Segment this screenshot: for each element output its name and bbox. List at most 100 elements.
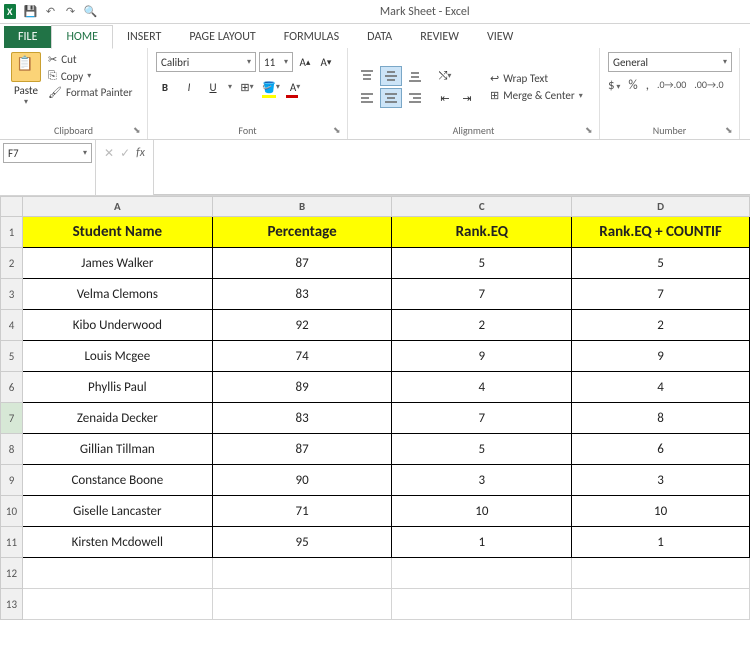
cell-D7[interactable]: 8 — [572, 403, 750, 434]
cell-B5[interactable]: 74 — [212, 341, 392, 372]
cell-B13[interactable] — [212, 589, 392, 620]
cell-A10[interactable]: Giselle Lancaster — [22, 496, 212, 527]
cell-A8[interactable]: Gillian Tillman — [22, 434, 212, 465]
cell-D13[interactable] — [572, 589, 750, 620]
cell-D1[interactable]: Rank.EQ + COUNTIF — [572, 217, 750, 248]
font-color-button[interactable]: A▾ — [286, 78, 304, 96]
align-middle-button[interactable] — [380, 66, 402, 86]
tab-review[interactable]: REVIEW — [406, 26, 473, 48]
cell-B11[interactable]: 95 — [212, 527, 392, 558]
font-size-select[interactable]: 11▾ — [259, 52, 293, 72]
cell-C4[interactable]: 2 — [392, 310, 572, 341]
fill-color-button[interactable]: 🪣▾ — [262, 78, 280, 96]
row-header-11[interactable]: 11 — [1, 527, 23, 558]
tab-page-layout[interactable]: PAGE LAYOUT — [175, 26, 269, 48]
tab-home[interactable]: HOME — [51, 25, 113, 49]
cell-A13[interactable] — [22, 589, 212, 620]
column-header-D[interactable]: D — [572, 197, 750, 217]
number-dialog-launcher[interactable]: ⬊ — [725, 125, 737, 137]
tab-data[interactable]: DATA — [353, 26, 406, 48]
cell-C8[interactable]: 5 — [392, 434, 572, 465]
name-box[interactable]: F7 ▾ — [3, 143, 92, 163]
row-header-5[interactable]: 5 — [1, 341, 23, 372]
align-bottom-button[interactable] — [404, 66, 426, 86]
align-right-button[interactable] — [404, 88, 426, 108]
column-header-C[interactable]: C — [392, 197, 572, 217]
select-all-corner[interactable] — [1, 197, 23, 217]
increase-decimal-button[interactable]: .0→.00 — [657, 78, 686, 93]
cell-C7[interactable]: 7 — [392, 403, 572, 434]
cell-B9[interactable]: 90 — [212, 465, 392, 496]
tab-formulas[interactable]: FORMULAS — [270, 26, 353, 48]
font-dialog-launcher[interactable]: ⬊ — [333, 125, 345, 137]
column-header-A[interactable]: A — [22, 197, 212, 217]
cell-B4[interactable]: 92 — [212, 310, 392, 341]
redo-icon[interactable]: ↷ — [62, 3, 80, 21]
cell-D10[interactable]: 10 — [572, 496, 750, 527]
align-left-button[interactable] — [356, 88, 378, 108]
cell-C13[interactable] — [392, 589, 572, 620]
cell-A4[interactable]: Kibo Underwood — [22, 310, 212, 341]
cell-B6[interactable]: 89 — [212, 372, 392, 403]
row-header-3[interactable]: 3 — [1, 279, 23, 310]
cell-B7[interactable]: 83 — [212, 403, 392, 434]
cancel-formula-icon[interactable]: ✕ — [104, 146, 114, 161]
bold-button[interactable]: B — [156, 78, 174, 96]
decrease-decimal-button[interactable]: .00→.0 — [694, 78, 723, 93]
cell-B8[interactable]: 87 — [212, 434, 392, 465]
row-header-9[interactable]: 9 — [1, 465, 23, 496]
percent-button[interactable]: % — [628, 78, 637, 93]
cell-A1[interactable]: Student Name — [22, 217, 212, 248]
wrap-text-button[interactable]: ↩Wrap Text — [488, 71, 585, 86]
print-preview-icon[interactable]: 🔍 — [82, 3, 100, 21]
align-top-button[interactable] — [356, 66, 378, 86]
tab-insert[interactable]: INSERT — [113, 26, 175, 48]
orientation-button[interactable]: ⤭▾ — [436, 67, 454, 85]
number-format-select[interactable]: General▾ — [608, 52, 732, 72]
cell-D12[interactable] — [572, 558, 750, 589]
column-header-B[interactable]: B — [212, 197, 392, 217]
cell-C3[interactable]: 7 — [392, 279, 572, 310]
cell-C10[interactable]: 10 — [392, 496, 572, 527]
italic-button[interactable]: I — [180, 78, 198, 96]
decrease-indent-button[interactable]: ⇤ — [436, 89, 454, 107]
cell-B3[interactable]: 83 — [212, 279, 392, 310]
copy-button[interactable]: ⎘Copy ▾ — [48, 68, 132, 84]
alignment-dialog-launcher[interactable]: ⬊ — [585, 125, 597, 137]
font-name-select[interactable]: Calibri▾ — [156, 52, 256, 72]
cell-C2[interactable]: 5 — [392, 248, 572, 279]
row-header-7[interactable]: 7 — [1, 403, 23, 434]
undo-icon[interactable]: ↶ — [42, 3, 60, 21]
cell-A2[interactable]: James Walker — [22, 248, 212, 279]
underline-button[interactable]: U — [204, 78, 222, 96]
merge-center-button[interactable]: ⊞Merge & Center ▾ — [488, 88, 585, 103]
decrease-font-icon[interactable]: A▾ — [317, 53, 335, 71]
formula-input[interactable] — [154, 166, 750, 195]
fx-icon[interactable]: fx — [136, 146, 145, 160]
row-header-6[interactable]: 6 — [1, 372, 23, 403]
borders-button[interactable]: ⊞▾ — [238, 78, 256, 96]
cell-C11[interactable]: 1 — [392, 527, 572, 558]
cell-A11[interactable]: Kirsten Mcdowell — [22, 527, 212, 558]
cell-C9[interactable]: 3 — [392, 465, 572, 496]
cell-D6[interactable]: 4 — [572, 372, 750, 403]
save-icon[interactable]: 💾 — [22, 3, 40, 21]
row-header-8[interactable]: 8 — [1, 434, 23, 465]
cell-B12[interactable] — [212, 558, 392, 589]
cell-B10[interactable]: 71 — [212, 496, 392, 527]
comma-button[interactable]: , — [646, 78, 649, 93]
paste-button[interactable]: Paste ▾ — [8, 52, 44, 107]
cell-C12[interactable] — [392, 558, 572, 589]
cell-D8[interactable]: 6 — [572, 434, 750, 465]
currency-button[interactable]: $ ▾ — [608, 78, 620, 93]
cell-D5[interactable]: 9 — [572, 341, 750, 372]
row-header-10[interactable]: 10 — [1, 496, 23, 527]
cell-D9[interactable]: 3 — [572, 465, 750, 496]
clipboard-dialog-launcher[interactable]: ⬊ — [133, 125, 145, 137]
cell-D4[interactable]: 2 — [572, 310, 750, 341]
cell-D3[interactable]: 7 — [572, 279, 750, 310]
cell-A3[interactable]: Velma Clemons — [22, 279, 212, 310]
cell-C5[interactable]: 9 — [392, 341, 572, 372]
cell-C1[interactable]: Rank.EQ — [392, 217, 572, 248]
format-painter-button[interactable]: 🖌Format Painter — [48, 85, 132, 100]
